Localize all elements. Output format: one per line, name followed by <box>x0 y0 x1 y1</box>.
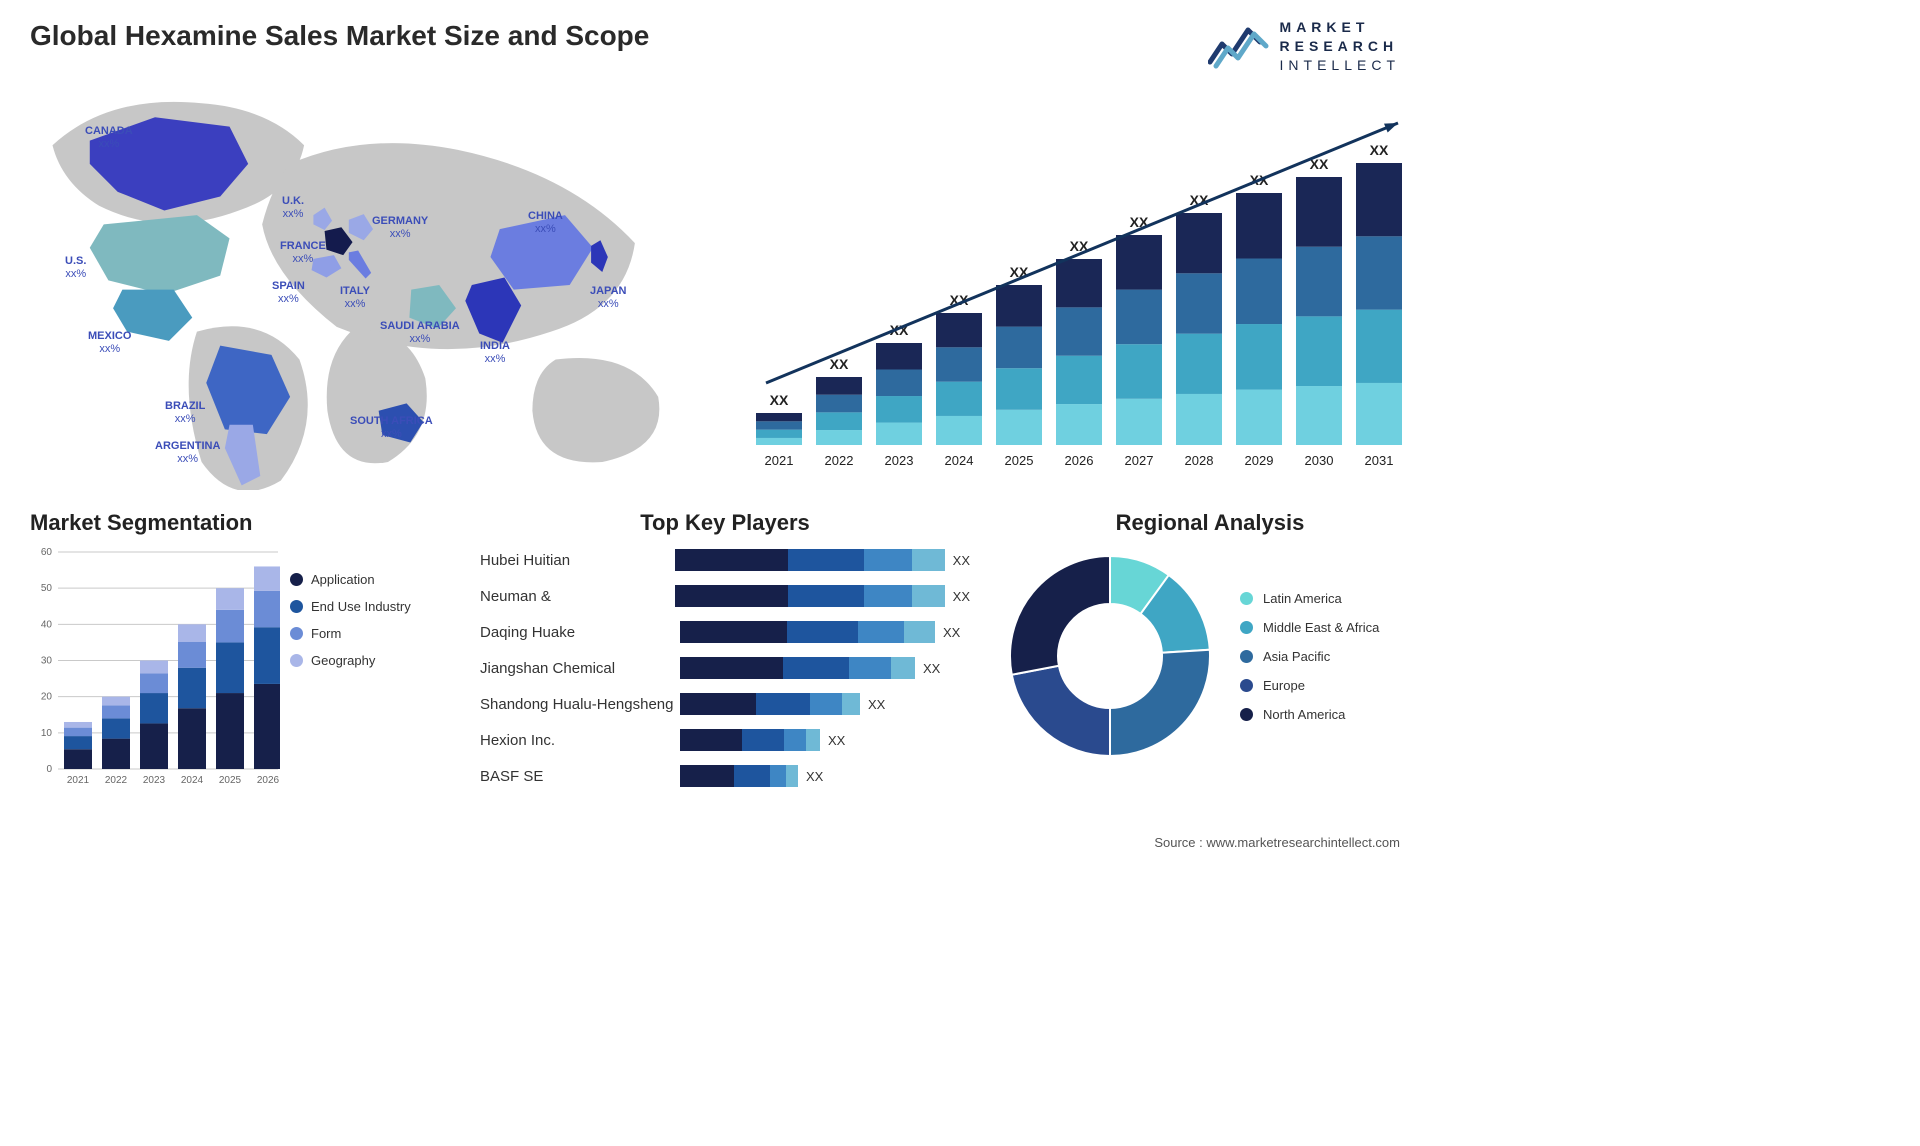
svg-text:2031: 2031 <box>1365 453 1394 468</box>
map-label: ARGENTINAxx% <box>155 440 220 465</box>
map-label: SAUDI ARABIAxx% <box>380 320 460 345</box>
svg-text:2029: 2029 <box>1245 453 1274 468</box>
player-row: BASF SE XX <box>480 758 970 794</box>
player-value: XX <box>868 697 885 712</box>
legend-item: Europe <box>1240 678 1379 693</box>
svg-text:2030: 2030 <box>1305 453 1334 468</box>
map-label: CHINAxx% <box>528 210 563 235</box>
player-bar <box>680 765 798 787</box>
logo-line2: RESEARCH <box>1280 37 1400 56</box>
svg-text:20: 20 <box>41 692 53 703</box>
map-label: GERMANYxx% <box>372 215 428 240</box>
player-bar <box>680 657 915 679</box>
player-bar <box>680 621 935 643</box>
segmentation-title: Market Segmentation <box>30 510 460 536</box>
svg-text:2026: 2026 <box>257 775 280 786</box>
svg-text:2023: 2023 <box>143 775 166 786</box>
segmentation-legend: Application End Use Industry Form Geography <box>290 560 411 680</box>
page-title: Global Hexamine Sales Market Size and Sc… <box>30 20 649 52</box>
player-value: XX <box>806 769 823 784</box>
player-row: Shandong Hualu-Hengsheng XX <box>480 686 970 722</box>
map-label: SOUTH AFRICAxx% <box>350 415 433 440</box>
svg-text:2023: 2023 <box>885 453 914 468</box>
svg-text:10: 10 <box>41 728 53 739</box>
player-name: Shandong Hualu-Hengsheng <box>480 696 680 713</box>
svg-text:XX: XX <box>830 356 849 372</box>
map-label: SPAINxx% <box>272 280 305 305</box>
map-label: U.K.xx% <box>282 195 304 220</box>
player-row: Hubei Huitian XX <box>480 542 970 578</box>
player-name: Hubei Huitian <box>480 552 675 569</box>
map-label: INDIAxx% <box>480 340 510 365</box>
legend-item: Application <box>290 572 411 587</box>
player-row: Hexion Inc. XX <box>480 722 970 758</box>
svg-text:XX: XX <box>770 392 789 408</box>
players-section: Top Key Players Hubei Huitian XX Neuman & X… <box>480 510 970 794</box>
svg-text:2024: 2024 <box>945 453 974 468</box>
svg-text:2025: 2025 <box>219 775 242 786</box>
legend-item: Middle East & Africa <box>1240 620 1379 635</box>
player-value: XX <box>828 733 845 748</box>
svg-text:30: 30 <box>41 656 53 667</box>
svg-text:0: 0 <box>46 764 52 775</box>
world-map: CANADAxx% U.S.xx% MEXICOxx% BRAZILxx% ARGENT… <box>10 80 710 490</box>
players-list: Hubei HuitianXXNeuman &XXDaqing HuakeXXJ… <box>480 542 970 794</box>
player-name: BASF SE <box>480 768 680 785</box>
brand-logo: MARKET RESEARCH INTELLECT <box>1208 18 1400 75</box>
player-bar <box>675 549 945 571</box>
legend-item: Form <box>290 626 411 641</box>
svg-text:XX: XX <box>1370 142 1389 158</box>
svg-text:2028: 2028 <box>1185 453 1214 468</box>
player-value: XX <box>923 661 940 676</box>
legend-item: End Use Industry <box>290 599 411 614</box>
player-row: Jiangshan Chemical XX <box>480 650 970 686</box>
svg-text:2022: 2022 <box>825 453 854 468</box>
logo-line1: MARKET <box>1280 18 1400 37</box>
svg-text:60: 60 <box>41 547 53 558</box>
svg-text:2021: 2021 <box>67 775 90 786</box>
legend-item: Latin America <box>1240 591 1379 606</box>
player-name: Daqing Huake <box>480 624 680 641</box>
map-label: CANADAxx% <box>85 125 133 150</box>
map-label: U.S.xx% <box>65 255 86 280</box>
player-bar <box>680 729 820 751</box>
map-label: MEXICOxx% <box>88 330 131 355</box>
regional-donut-chart <box>1000 546 1220 766</box>
player-row: Daqing Huake XX <box>480 614 970 650</box>
svg-text:2024: 2024 <box>181 775 204 786</box>
players-title: Top Key Players <box>480 510 970 536</box>
svg-text:50: 50 <box>41 583 53 594</box>
svg-text:2027: 2027 <box>1125 453 1154 468</box>
player-value: XX <box>953 553 970 568</box>
player-value: XX <box>953 589 970 604</box>
legend-item: Geography <box>290 653 411 668</box>
map-label: BRAZILxx% <box>165 400 205 425</box>
player-name: Jiangshan Chemical <box>480 660 680 677</box>
player-row: Neuman & XX <box>480 578 970 614</box>
svg-text:2026: 2026 <box>1065 453 1094 468</box>
player-name: Hexion Inc. <box>480 732 680 749</box>
logo-mark-icon <box>1208 22 1270 70</box>
regional-legend: Latin America Middle East & Africa Asia Pa… <box>1240 577 1379 736</box>
player-bar <box>680 693 860 715</box>
source-label: Source : www.marketresearchintellect.com <box>1154 835 1400 850</box>
svg-text:40: 40 <box>41 619 53 630</box>
player-name: Neuman & <box>480 588 675 605</box>
map-label: ITALYxx% <box>340 285 370 310</box>
logo-line3: INTELLECT <box>1280 56 1400 75</box>
player-bar <box>675 585 945 607</box>
svg-text:2021: 2021 <box>765 453 794 468</box>
regional-section: Regional Analysis Latin America Middle Ea… <box>1000 510 1420 766</box>
legend-item: Asia Pacific <box>1240 649 1379 664</box>
map-label: FRANCExx% <box>280 240 326 265</box>
svg-text:2025: 2025 <box>1005 453 1034 468</box>
map-label: JAPANxx% <box>590 285 626 310</box>
regional-title: Regional Analysis <box>1000 510 1420 536</box>
player-value: XX <box>943 625 960 640</box>
growth-bar-chart: XX2021XX2022XX2023XX2024XX2025XX2026XX20… <box>740 90 1420 480</box>
svg-text:2022: 2022 <box>105 775 128 786</box>
legend-item: North America <box>1240 707 1379 722</box>
